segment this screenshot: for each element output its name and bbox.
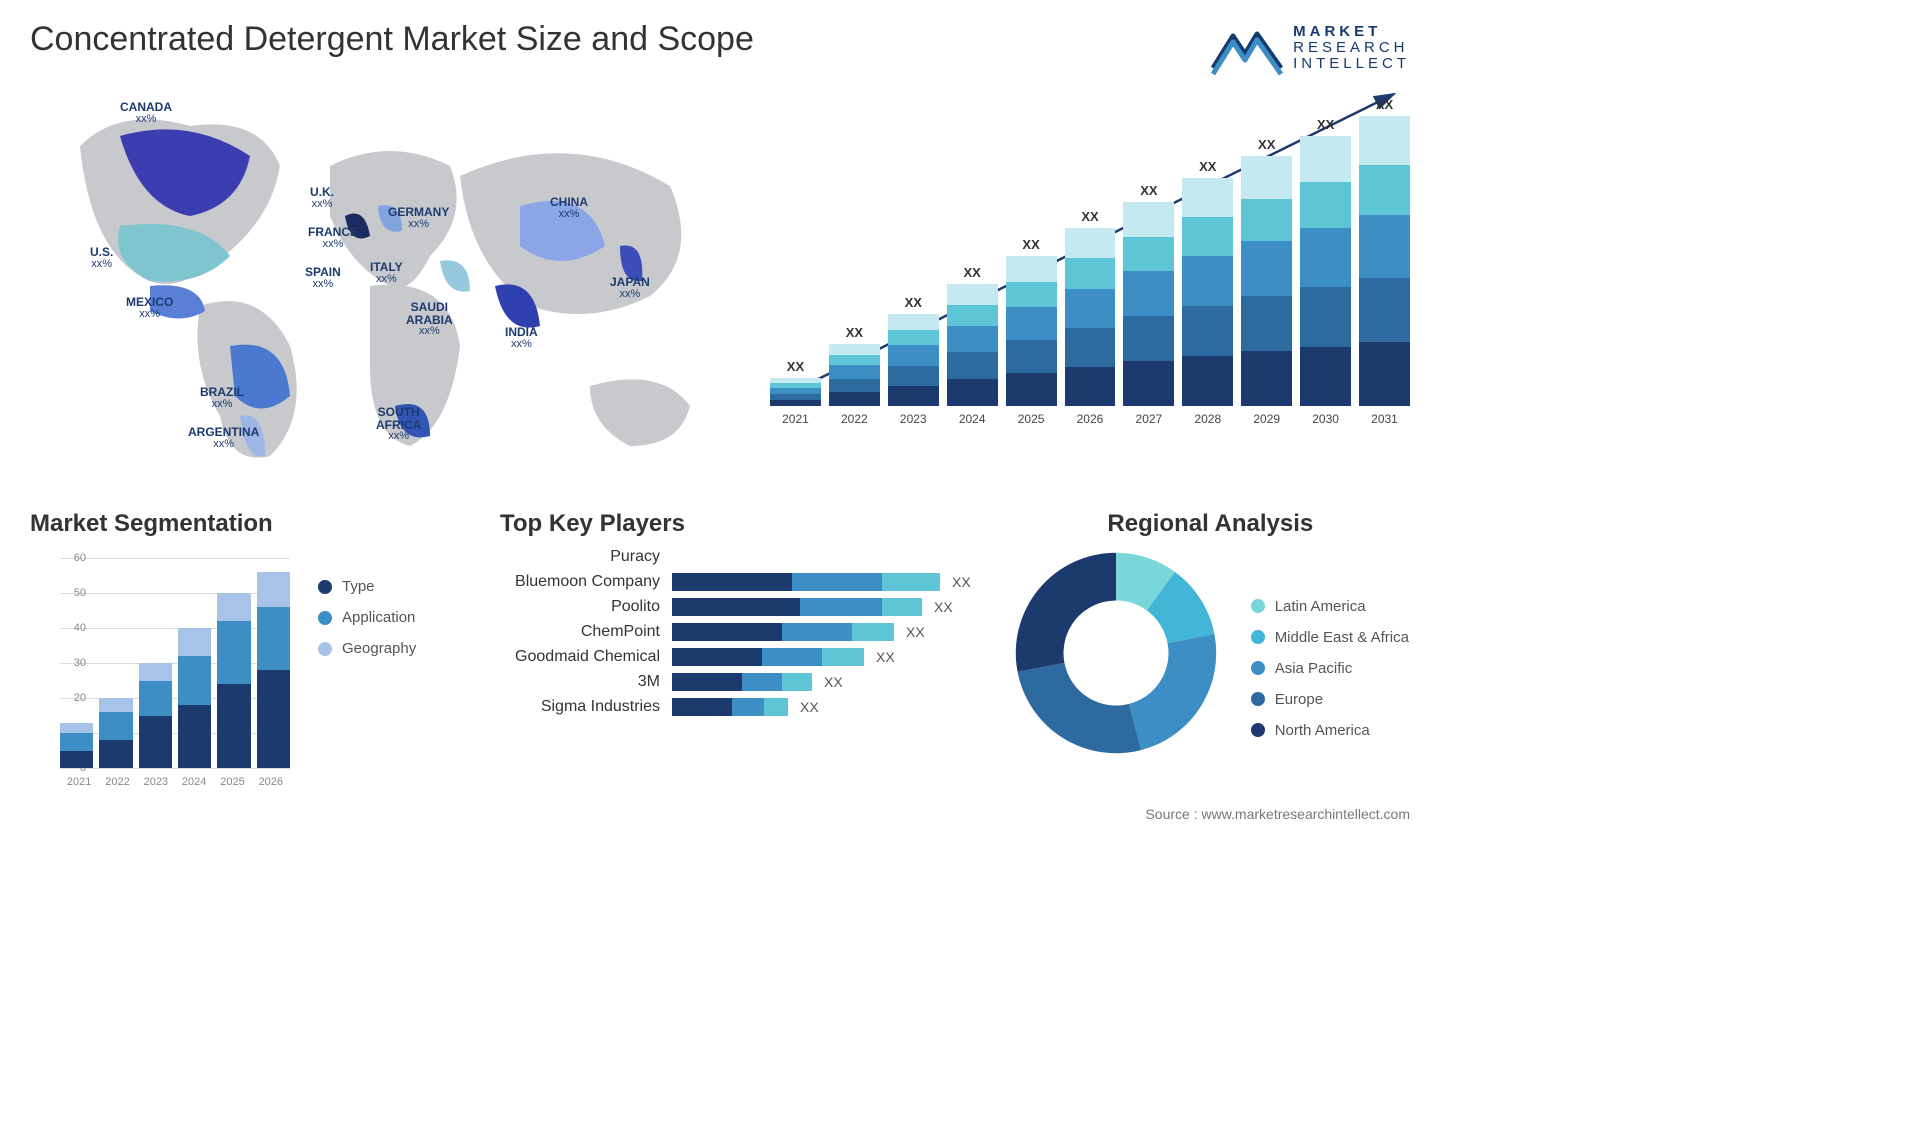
map-label: SPAINxx% [305, 266, 341, 290]
market-growth-bar-chart: XX2021XX2022XX2023XX2024XX2025XX2026XX20… [770, 86, 1410, 456]
map-label: BRAZILxx% [200, 386, 244, 410]
bar-column: XX2024 [947, 265, 998, 426]
segmentation-title: Market Segmentation [30, 510, 460, 538]
map-label: ITALYxx% [370, 261, 403, 285]
legend-item: North America [1251, 722, 1409, 739]
legend-item: Europe [1251, 691, 1409, 708]
map-label: CHINAxx% [550, 196, 588, 220]
map-label: SOUTHAFRICAxx% [376, 406, 421, 443]
legend-item: Middle East & Africa [1251, 629, 1409, 646]
legend-item: Asia Pacific [1251, 660, 1409, 677]
map-label: SAUDIARABIAxx% [406, 301, 453, 338]
map-label: GERMANYxx% [388, 206, 449, 230]
bar-column: XX2022 [829, 325, 880, 426]
logo: MARKET RESEARCH INTELLECT [1211, 20, 1410, 76]
key-player-row: Bluemoon CompanyXX [500, 573, 971, 591]
world-map: CANADAxx% U.S.xx% MEXICOxx% BRAZILxx% ARGENT… [30, 86, 730, 476]
key-player-row: Puracy [500, 548, 971, 566]
bar-column: XX2029 [1241, 137, 1292, 426]
key-player-row: 3MXX [500, 673, 971, 691]
key-players-title: Top Key Players [500, 510, 971, 538]
bar-column: XX2030 [1300, 117, 1351, 426]
bar-column: XX2028 [1182, 159, 1233, 426]
map-label: ARGENTINAxx% [188, 426, 259, 450]
map-label: FRANCExx% [308, 226, 358, 250]
map-label: MEXICOxx% [126, 296, 173, 320]
map-label: CANADAxx% [120, 101, 172, 125]
key-player-row: ChemPointXX [500, 623, 971, 641]
regional-donut: Latin America Middle East & Africa Asia Pa… [1011, 548, 1410, 758]
bar-column: XX2023 [888, 295, 939, 426]
legend-item: Application [318, 609, 416, 626]
bar-column: XX2025 [1006, 237, 1057, 426]
regional-legend: Latin America Middle East & Africa Asia Pa… [1251, 568, 1409, 739]
map-label: U.S.xx% [90, 246, 113, 270]
map-label: INDIAxx% [505, 326, 538, 350]
legend-item: Latin America [1251, 598, 1409, 615]
source-text: Source : www.marketresearchintellect.com [30, 806, 1410, 822]
bar-column: XX2027 [1123, 183, 1174, 426]
bar-column: XX2031 [1359, 97, 1410, 426]
key-player-row: PoolitoXX [500, 598, 971, 616]
legend-item: Type [318, 578, 416, 595]
key-player-row: Goodmaid ChemicalXX [500, 648, 971, 666]
page-title: Concentrated Detergent Market Size and S… [30, 20, 754, 59]
key-players-chart: Puracy Bluemoon CompanyXX PoolitoXX ChemPoi… [500, 548, 971, 716]
legend-item: Geography [318, 640, 416, 657]
regional-title: Regional Analysis [1011, 510, 1410, 538]
key-player-row: Sigma IndustriesXX [500, 698, 971, 716]
segmentation-legend: Type Application Geography [318, 548, 416, 657]
logo-text: MARKET RESEARCH INTELLECT [1293, 24, 1410, 71]
map-label: JAPANxx% [610, 276, 650, 300]
bar-column: XX2026 [1065, 209, 1116, 426]
segmentation-chart: 0102030405060 202120222023202420252026 [30, 558, 290, 788]
map-label: U.K.xx% [310, 186, 334, 210]
bar-column: XX2021 [770, 359, 821, 426]
